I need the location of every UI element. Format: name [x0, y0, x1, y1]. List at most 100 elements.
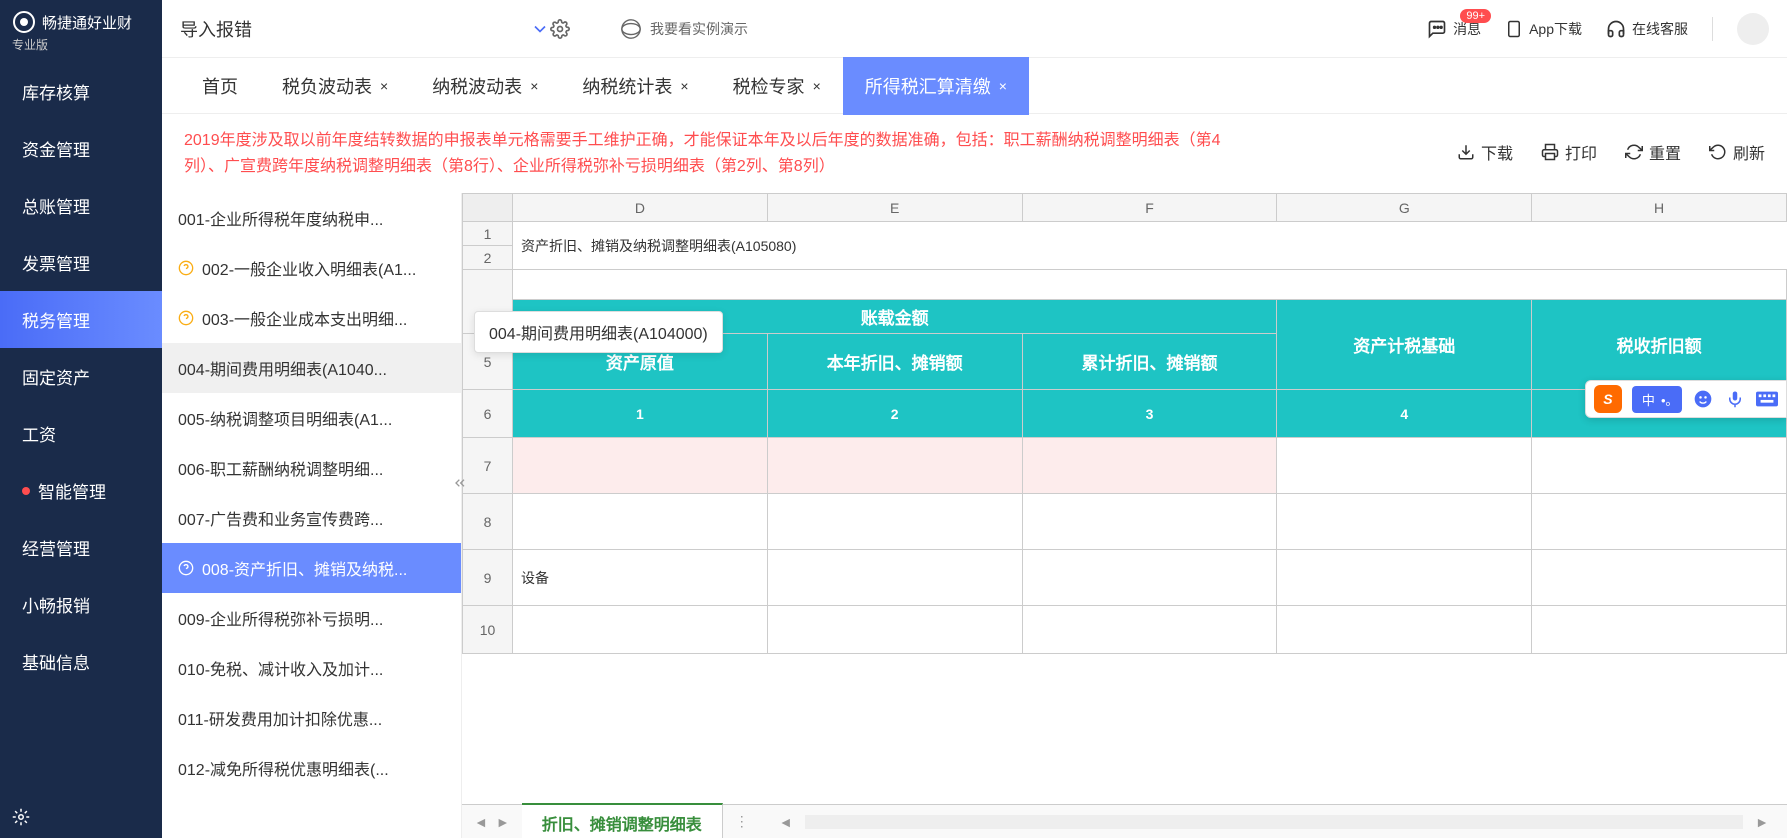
col-num[interactable]: 2	[767, 390, 1022, 438]
sidebar-item-4[interactable]: 税务管理	[0, 291, 162, 348]
cell[interactable]	[1022, 550, 1277, 606]
close-icon[interactable]: ×	[380, 78, 388, 94]
row-num[interactable]: 2	[463, 246, 513, 270]
sub-header[interactable]: 累计折旧、摊销额	[1022, 334, 1277, 390]
sidebar-item-3[interactable]: 发票管理	[0, 234, 162, 291]
cell[interactable]	[1277, 606, 1532, 654]
sidebar-item-label: 发票管理	[22, 250, 90, 275]
report-item-9[interactable]: 010-免税、减计收入及加计...	[162, 643, 461, 693]
refresh-icon	[1709, 143, 1727, 161]
report-item-4[interactable]: 005-纳税调整项目明细表(A1...	[162, 393, 461, 443]
sheet-nav[interactable]: ◄ ►	[462, 814, 522, 830]
sidebar-item-0[interactable]: 库存核算	[0, 63, 162, 120]
cell[interactable]	[1277, 494, 1532, 550]
reset-button[interactable]: 重置	[1625, 140, 1681, 164]
cell[interactable]	[1022, 606, 1277, 654]
cell[interactable]	[1532, 550, 1787, 606]
spreadsheet[interactable]: D E F G H 1 资产折旧、摊销及纳税调整明细表(A105080) 2	[462, 193, 1787, 804]
cell[interactable]	[513, 494, 768, 550]
tab-1[interactable]: 税负波动表×	[260, 57, 410, 115]
tab-5[interactable]: 所得税汇算清缴×	[843, 57, 1029, 115]
demo-link[interactable]: 我要看实例演示	[620, 18, 748, 40]
collapse-handle[interactable]	[452, 473, 1787, 493]
sidebar-item-7[interactable]: 智能管理	[0, 462, 162, 519]
report-item-5[interactable]: 006-职工薪酬纳税调整明细...	[162, 443, 461, 493]
scroll-left-icon[interactable]: ◄	[773, 814, 799, 830]
cell[interactable]	[1022, 494, 1277, 550]
close-icon[interactable]: ×	[813, 78, 821, 94]
settings-icon[interactable]	[12, 808, 150, 826]
tab-4[interactable]: 税检专家×	[711, 57, 843, 115]
sidebar-item-8[interactable]: 经营管理	[0, 519, 162, 576]
ime-mic-icon[interactable]	[1724, 388, 1746, 410]
ime-mode[interactable]: 中 •｡	[1632, 386, 1682, 413]
ime-emoji-icon[interactable]	[1692, 388, 1714, 410]
tab-2[interactable]: 纳税波动表×	[410, 57, 560, 115]
col-header[interactable]: D	[513, 194, 768, 222]
row-num[interactable]: 10	[463, 606, 513, 654]
sheet-title[interactable]: 资产折旧、摊销及纳税调整明细表(A105080)	[513, 222, 1787, 270]
col-header[interactable]: H	[1532, 194, 1787, 222]
sidebar-item-5[interactable]: 固定资产	[0, 348, 162, 405]
col-num[interactable]: 1	[513, 390, 768, 438]
print-button[interactable]: 打印	[1541, 140, 1597, 164]
tab-3[interactable]: 纳税统计表×	[560, 57, 710, 115]
scroll-track[interactable]	[805, 815, 1744, 829]
sheet-nav-next-icon[interactable]: ►	[496, 814, 510, 830]
cell[interactable]	[1532, 494, 1787, 550]
app-download-button[interactable]: App下载	[1505, 19, 1582, 39]
tab-0[interactable]: 首页	[180, 57, 260, 115]
sub-header[interactable]: 税收折旧额	[1532, 300, 1787, 390]
support-button[interactable]: 在线客服	[1606, 19, 1688, 39]
sidebar-item-6[interactable]: 工资	[0, 405, 162, 462]
report-item-0[interactable]: 001-企业所得税年度纳税申...	[162, 193, 461, 243]
sidebar-item-10[interactable]: 基础信息	[0, 633, 162, 690]
col-header[interactable]: F	[1022, 194, 1277, 222]
cell[interactable]	[1277, 550, 1532, 606]
scroll-right-icon[interactable]: ►	[1749, 814, 1775, 830]
report-item-8[interactable]: 009-企业所得税弥补亏损明...	[162, 593, 461, 643]
report-item-6[interactable]: 007-广告费和业务宣传费跨...	[162, 493, 461, 543]
sub-header[interactable]: 资产计税基础	[1277, 300, 1532, 390]
report-item-2[interactable]: 003-一般企业成本支出明细...	[162, 293, 461, 343]
import-select[interactable]: 导入报错	[180, 16, 550, 42]
close-icon[interactable]: ×	[999, 78, 1007, 94]
report-item-3[interactable]: 004-期间费用明细表(A1040...	[162, 343, 461, 393]
sheet-menu-icon[interactable]: ⋮	[723, 813, 761, 830]
sidebar-item-9[interactable]: 小畅报销	[0, 576, 162, 633]
cell[interactable]	[767, 550, 1022, 606]
cell[interactable]	[767, 494, 1022, 550]
cell[interactable]	[767, 606, 1022, 654]
col-header[interactable]: E	[767, 194, 1022, 222]
sidebar-item-1[interactable]: 资金管理	[0, 120, 162, 177]
row-num[interactable]: 1	[463, 222, 513, 246]
avatar[interactable]	[1737, 13, 1769, 45]
corner-cell[interactable]	[463, 194, 513, 222]
row-num[interactable]: 8	[463, 494, 513, 550]
close-icon[interactable]: ×	[530, 78, 538, 94]
col-num[interactable]: 4	[1277, 390, 1532, 438]
report-item-10[interactable]: 011-研发费用加计扣除优惠...	[162, 693, 461, 743]
messages-button[interactable]: 消息 99+	[1427, 19, 1481, 39]
report-item-label: 010-免税、减计收入及加计...	[178, 656, 383, 680]
cell[interactable]: 设备	[513, 550, 768, 606]
cell[interactable]	[1532, 606, 1787, 654]
report-item-11[interactable]: 012-减免所得税优惠明细表(...	[162, 743, 461, 793]
col-num[interactable]: 3	[1022, 390, 1277, 438]
report-item-7[interactable]: 008-资产折旧、摊销及纳税...	[162, 543, 461, 593]
sheet-nav-prev-icon[interactable]: ◄	[474, 814, 488, 830]
sidebar-item-2[interactable]: 总账管理	[0, 177, 162, 234]
sheet-tab[interactable]: 折旧、摊销调整明细表	[522, 803, 723, 838]
row-num[interactable]: 9	[463, 550, 513, 606]
ime-toolbar[interactable]: S 中 •｡	[1585, 380, 1787, 418]
row-num[interactable]: 6	[463, 390, 513, 438]
col-header[interactable]: G	[1277, 194, 1532, 222]
sub-header[interactable]: 本年折旧、摊销额	[767, 334, 1022, 390]
close-icon[interactable]: ×	[680, 78, 688, 94]
ime-keyboard-icon[interactable]	[1756, 388, 1778, 410]
report-item-1[interactable]: 002-一般企业收入明细表(A1...	[162, 243, 461, 293]
gear-icon[interactable]	[550, 19, 570, 39]
download-button[interactable]: 下载	[1457, 140, 1513, 164]
cell[interactable]	[513, 606, 768, 654]
refresh-button[interactable]: 刷新	[1709, 140, 1765, 164]
